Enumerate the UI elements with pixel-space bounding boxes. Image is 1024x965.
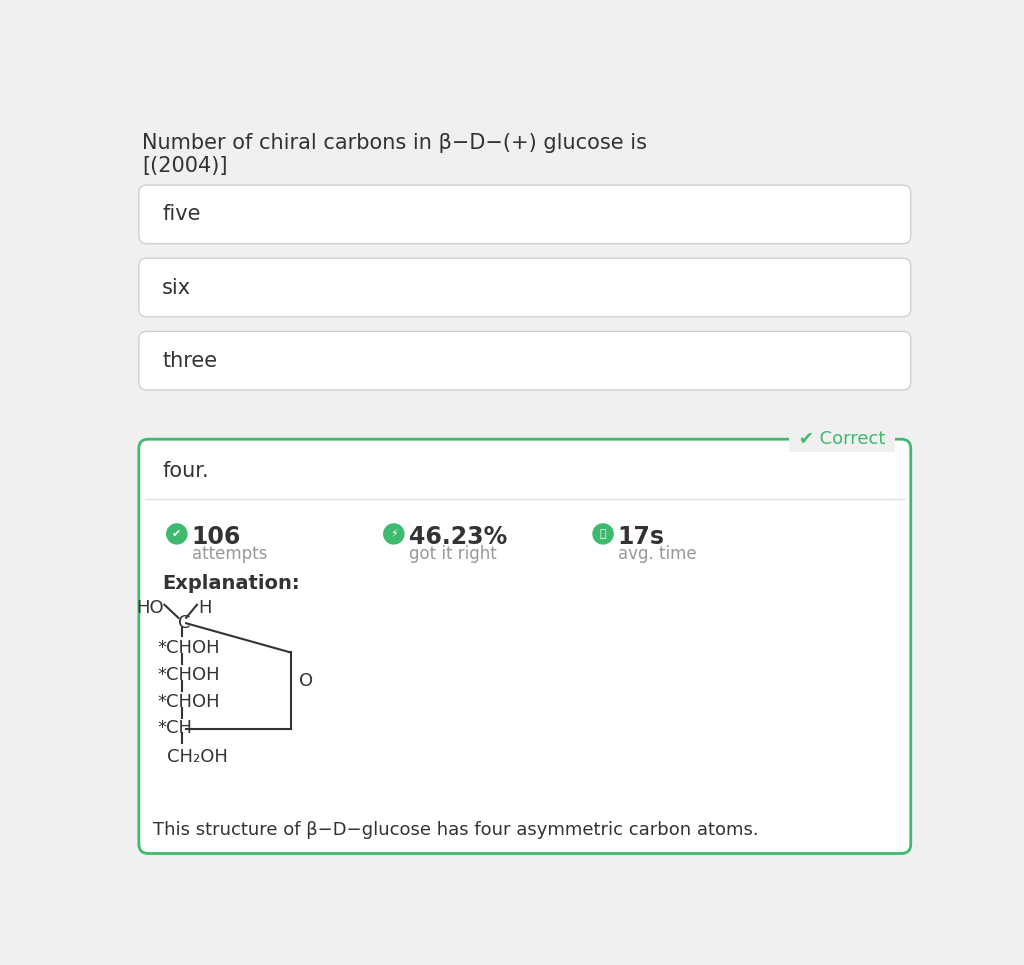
Text: [(2004)]: [(2004)] xyxy=(142,155,227,176)
Text: ✔: ✔ xyxy=(172,529,181,538)
Text: six: six xyxy=(162,278,191,297)
Text: 17s: 17s xyxy=(617,525,665,549)
Text: four.: four. xyxy=(162,460,209,481)
Text: C: C xyxy=(178,614,190,632)
Text: *CHOH: *CHOH xyxy=(158,639,220,656)
Text: 46.23%: 46.23% xyxy=(409,525,507,549)
Circle shape xyxy=(384,524,403,544)
Text: ⚡: ⚡ xyxy=(390,529,397,538)
Text: avg. time: avg. time xyxy=(617,545,696,564)
Text: three: three xyxy=(162,350,217,371)
Text: *CHOH: *CHOH xyxy=(158,666,220,683)
FancyBboxPatch shape xyxy=(139,331,910,390)
Text: ✔ Correct: ✔ Correct xyxy=(793,430,891,448)
FancyBboxPatch shape xyxy=(139,439,910,853)
Text: 106: 106 xyxy=(191,525,241,549)
Circle shape xyxy=(167,524,187,544)
Text: five: five xyxy=(162,205,201,224)
Text: *CHOH: *CHOH xyxy=(158,693,220,710)
Text: O: O xyxy=(299,672,312,690)
Text: Number of chiral carbons in β−D−(+) glucose is: Number of chiral carbons in β−D−(+) gluc… xyxy=(142,133,647,152)
FancyBboxPatch shape xyxy=(139,185,910,243)
Text: HO: HO xyxy=(136,598,164,617)
Text: attempts: attempts xyxy=(191,545,267,564)
Text: This structure of β−D−glucose has four asymmetric carbon atoms.: This structure of β−D−glucose has four a… xyxy=(153,821,759,840)
Text: H: H xyxy=(198,598,211,617)
Text: ⏱: ⏱ xyxy=(600,529,606,538)
Text: *CH: *CH xyxy=(158,720,193,737)
Text: got it right: got it right xyxy=(409,545,497,564)
Circle shape xyxy=(593,524,613,544)
Text: CH₂OH: CH₂OH xyxy=(167,748,227,766)
Text: Explanation:: Explanation: xyxy=(162,574,300,593)
FancyBboxPatch shape xyxy=(139,259,910,317)
